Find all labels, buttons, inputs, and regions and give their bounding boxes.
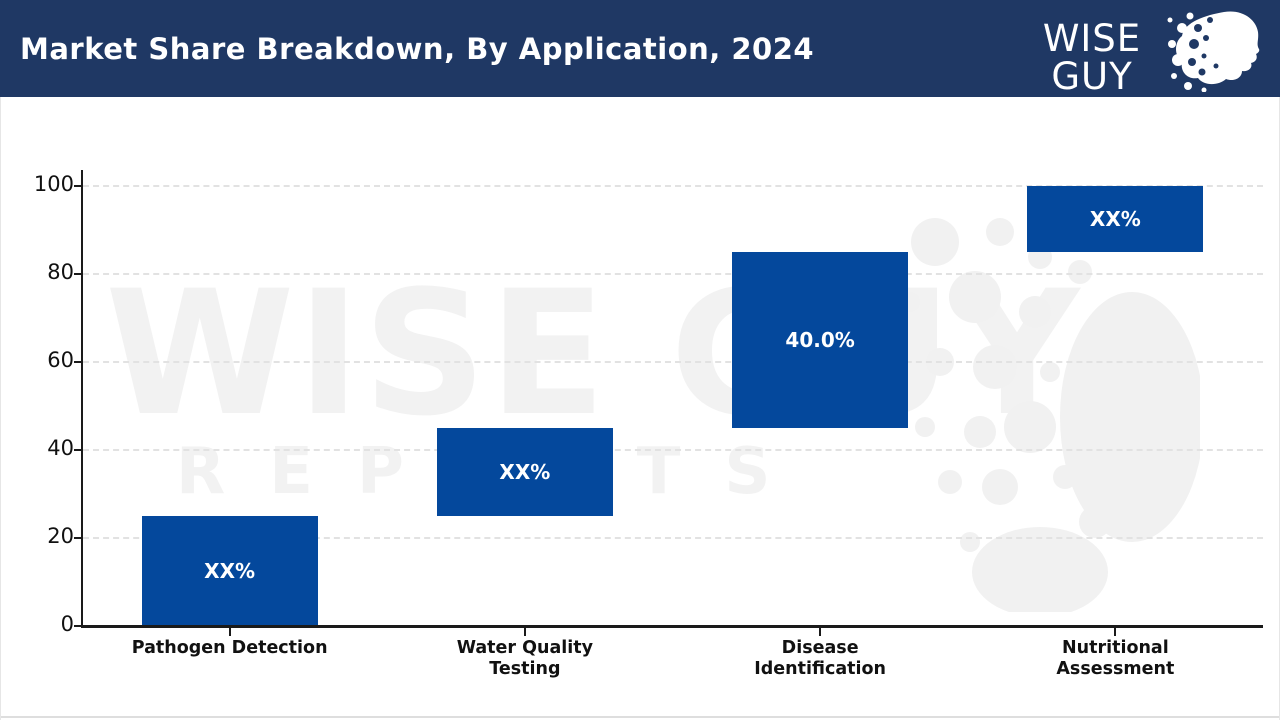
y-axis-tick-label: 100 <box>33 172 74 196</box>
bar-value-label: XX% <box>204 559 256 583</box>
bar-4: XX% <box>1027 186 1204 252</box>
header-bar: Market Share Breakdown, By Application, … <box>0 0 1280 113</box>
gridline <box>83 273 1263 275</box>
x-axis-category-label: Water Quality Testing <box>456 638 594 679</box>
brand-logo: WISE GUY REPORTS <box>1008 6 1268 113</box>
bar-value-label: 40.0% <box>785 328 855 352</box>
gridline <box>83 361 1263 363</box>
x-axis-category-label: Nutritional Assessment <box>1056 638 1175 679</box>
y-axis-line <box>81 170 83 627</box>
bar-value-label: XX% <box>499 460 551 484</box>
brand-logo-text: WISE GUY REPORTS <box>1008 20 1176 114</box>
bar-1: XX% <box>141 516 318 626</box>
page-title: Market Share Breakdown, By Application, … <box>20 31 815 66</box>
y-axis-tick-mark <box>74 185 81 187</box>
y-axis-tick-label: 80 <box>47 260 74 284</box>
x-axis-category-label: Pathogen Detection <box>131 638 328 658</box>
x-axis-line <box>81 625 1263 628</box>
y-axis-tick-label: 40 <box>47 436 74 460</box>
y-axis-tick-mark <box>74 361 81 363</box>
brand-name: WISE GUY <box>1042 17 1142 98</box>
x-axis-tick-mark <box>523 628 526 636</box>
gridline <box>83 537 1263 539</box>
brand-face-icon <box>1167 11 1260 92</box>
gridline <box>83 185 1263 187</box>
bar-3: 40.0% <box>732 252 909 428</box>
x-axis-tick-mark <box>1114 628 1117 636</box>
y-axis-tick-label: 20 <box>47 524 74 548</box>
x-axis-tick-mark <box>228 628 231 636</box>
y-axis-tick-label: 0 <box>60 612 74 636</box>
bottom-border <box>0 716 1280 718</box>
gridline <box>83 449 1263 451</box>
x-axis-tick-mark <box>819 628 822 636</box>
brand-subname: REPORTS <box>1027 98 1165 113</box>
watermark-face-dots <box>900 218 1200 612</box>
x-axis-category-label: Disease Identification <box>754 638 886 679</box>
y-axis-tick-mark <box>74 625 81 627</box>
y-axis-tick-mark <box>74 537 81 539</box>
y-axis-tick-label: 60 <box>47 348 74 372</box>
bar-2: XX% <box>436 428 613 516</box>
bar-value-label: XX% <box>1089 207 1141 231</box>
y-axis-tick-mark <box>74 449 81 451</box>
y-axis-tick-mark <box>74 273 81 275</box>
left-border <box>0 97 1 720</box>
